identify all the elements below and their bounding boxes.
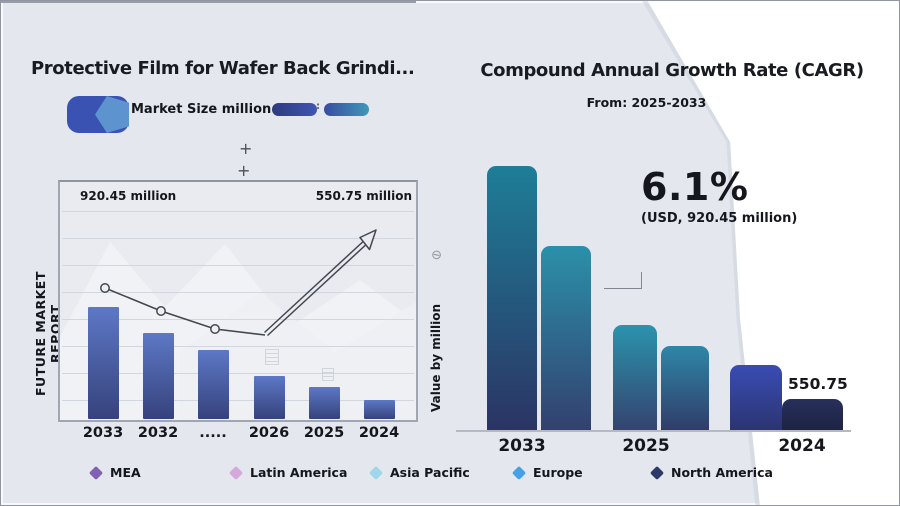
gridline: [62, 292, 414, 293]
legend-diamond-icon: [368, 465, 384, 480]
market-size-bar: [143, 333, 174, 419]
x-axis-label: 2024: [778, 436, 826, 456]
ratio-separator: :: [316, 101, 320, 112]
gridline: [62, 265, 414, 266]
value-axis-title: Value by million: [429, 303, 443, 413]
x-axis-label: 2032: [137, 425, 179, 441]
legend-diamond-icon: [88, 465, 104, 480]
legend-label: Europe: [533, 465, 583, 480]
gridline: [62, 238, 414, 239]
legend-item: Latin America: [228, 465, 348, 480]
market-size-bar: [364, 400, 395, 419]
legend-label: Asia Pacific: [390, 465, 470, 480]
gridline: [62, 319, 414, 320]
legend-item: North America: [649, 465, 773, 480]
legend-label: MEA: [110, 465, 141, 480]
x-axis-label: .....: [199, 425, 227, 441]
x-axis-label: 2025: [622, 436, 670, 456]
x-axis-label: 2026: [248, 425, 290, 441]
ratio-pill-right: [324, 103, 369, 116]
legend-label: North America: [671, 465, 773, 480]
gridline: [62, 211, 414, 212]
end-value-annotation: 550.75 million: [315, 189, 412, 203]
market-size-bar: [88, 307, 119, 419]
left-axis-title: FUTURE MARKET REPORT: [33, 271, 63, 397]
gridline: [62, 346, 414, 347]
cagr-bar: [613, 325, 657, 431]
market-size-bar: [254, 376, 285, 419]
brand-logo-icon: [67, 96, 129, 133]
x-axis-label: 2033: [82, 425, 124, 441]
x-axis-label: 2025: [303, 425, 345, 441]
cagr-value: 6.1%: [641, 165, 749, 209]
page-title: Protective Film for Wafer Back Grindi...: [31, 58, 415, 79]
start-value-annotation: 920.45 million: [80, 189, 177, 203]
cagr-bar: [661, 346, 709, 431]
watermark-document-icon: [265, 349, 279, 365]
cagr-detail: (USD, 920.45 million): [641, 211, 798, 226]
market-size-badge: Market Size million: [131, 102, 272, 117]
cagr-baseline-axis: [456, 430, 851, 432]
legend-item: MEA: [88, 465, 141, 480]
market-size-plot-area: 920.45 million 550.75 million: [60, 182, 416, 420]
plus-mark-icon: +: [237, 161, 251, 180]
cagr-bar: [730, 364, 782, 431]
ratio-pill-left: [272, 103, 317, 116]
plus-mark-icon: +: [239, 139, 253, 158]
market-size-bar: [309, 387, 340, 419]
legend-item: Europe: [511, 465, 583, 480]
market-size-bar: [198, 350, 229, 419]
legend-diamond-icon: [649, 465, 665, 480]
cagr-end-value-label: 550.75: [788, 375, 848, 393]
gridline: [62, 373, 414, 374]
watermark-document-icon: [322, 368, 334, 381]
legend-diamond-icon: [511, 465, 527, 480]
minus-circle-icon: ⊖: [429, 247, 444, 264]
cagr-subtitle: From: 2025-2033: [586, 95, 707, 110]
legend-label: Latin America: [250, 465, 348, 480]
gridline: [62, 400, 414, 401]
legend-diamond-icon: [228, 465, 244, 480]
cagr-bar: [541, 245, 591, 431]
cagr-title: Compound Annual Growth Rate (CAGR): [480, 60, 864, 81]
x-axis-label: 2024: [358, 425, 400, 441]
legend-item: Asia Pacific: [368, 465, 470, 480]
corner-annotation-line: [604, 272, 642, 289]
trend-line-arrow: [100, 229, 377, 337]
frame-top-edge: [1, 1, 416, 3]
x-axis-label: 2033: [498, 436, 546, 456]
cagr-bar: [782, 399, 843, 431]
cagr-bar: [487, 166, 537, 431]
market-size-chart-panel: 920.45 million 550.75 million: [58, 180, 418, 422]
